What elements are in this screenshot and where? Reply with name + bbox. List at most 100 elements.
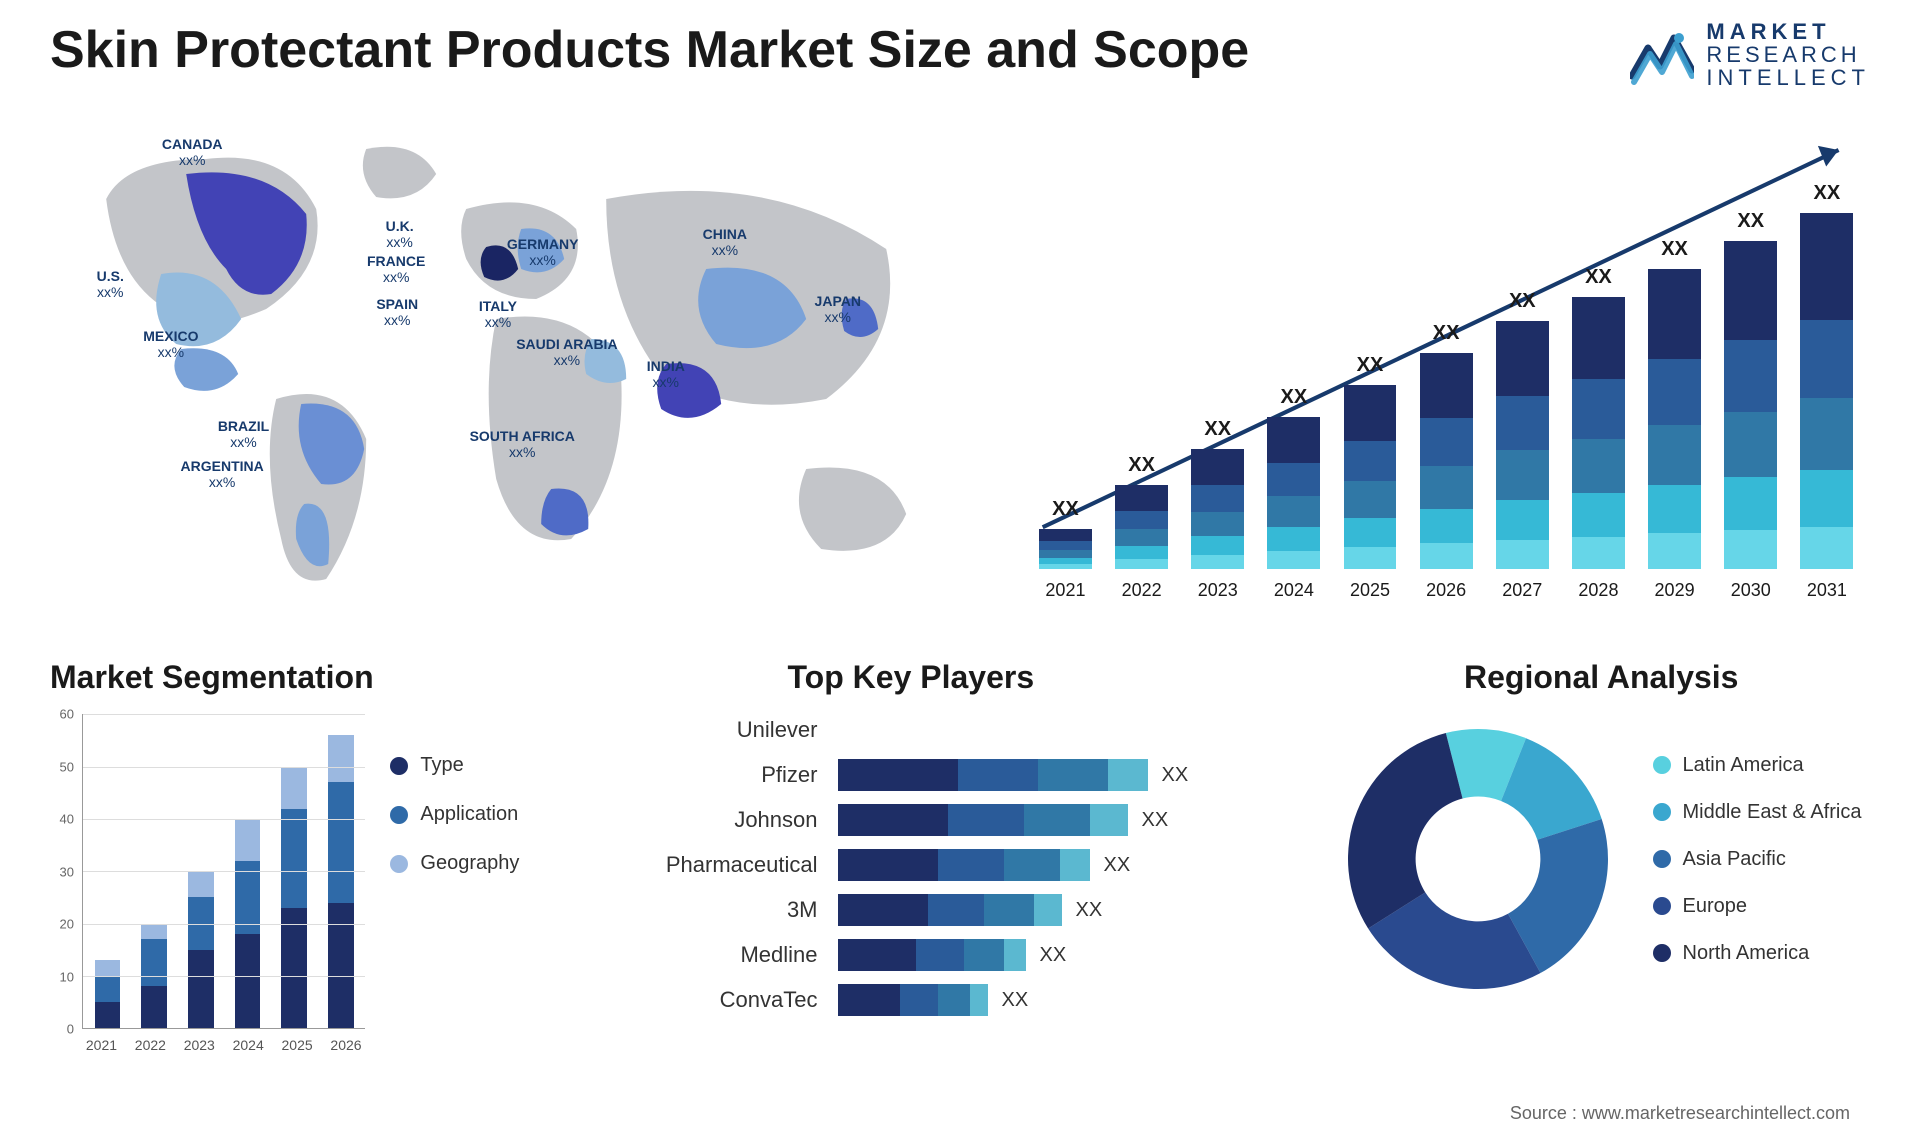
player-value-label: XX bbox=[1040, 944, 1067, 967]
country-label: GERMANYxx% bbox=[507, 237, 579, 268]
legend-item: Europe bbox=[1653, 895, 1862, 918]
legend-label: North America bbox=[1683, 942, 1810, 965]
legend-item: Type bbox=[390, 754, 587, 777]
seg-year-label: 2026 bbox=[327, 1037, 366, 1053]
seg-y-tick: 20 bbox=[60, 917, 74, 932]
country-label: U.K.xx% bbox=[386, 219, 414, 250]
player-value-label: XX bbox=[1104, 854, 1131, 877]
growth-bar: XX bbox=[1489, 290, 1555, 569]
player-label: ConvaTec bbox=[720, 984, 818, 1016]
country-label: ITALYxx% bbox=[479, 299, 517, 330]
growth-bar: XX bbox=[1642, 238, 1708, 569]
legend-dot-icon bbox=[1653, 756, 1671, 774]
regional-title: Regional Analysis bbox=[1333, 659, 1871, 696]
player-label: 3M bbox=[787, 894, 818, 926]
growth-bar-label: XX bbox=[1585, 266, 1612, 289]
growth-bar: XX bbox=[1032, 498, 1098, 569]
legend-label: Application bbox=[420, 803, 518, 826]
growth-chart-panel: XXXXXXXXXXXXXXXXXXXXXX 20212022202320242… bbox=[1022, 119, 1870, 619]
growth-bar-label: XX bbox=[1661, 238, 1688, 261]
legend-label: Middle East & Africa bbox=[1683, 801, 1862, 824]
player-label: Pfizer bbox=[761, 759, 817, 791]
regional-donut-chart bbox=[1333, 714, 1623, 1004]
key-players-panel: Top Key Players UnileverPfizerJohnsonPha… bbox=[638, 659, 1283, 1059]
seg-year-label: 2021 bbox=[82, 1037, 121, 1053]
segmentation-legend: Type Application Geography bbox=[390, 714, 587, 1059]
growth-bar-label: XX bbox=[1281, 386, 1308, 409]
legend-dot-icon bbox=[1653, 803, 1671, 821]
growth-year-label: 2025 bbox=[1337, 580, 1403, 601]
country-label: BRAZILxx% bbox=[218, 419, 269, 450]
segmentation-chart: 0102030405060 202120222023202420252026 bbox=[50, 714, 365, 1059]
country-label: CHINAxx% bbox=[703, 227, 747, 258]
country-label: INDIAxx% bbox=[647, 359, 685, 390]
growth-bar-label: XX bbox=[1128, 454, 1155, 477]
country-label: SPAINxx% bbox=[376, 297, 418, 328]
seg-year-label: 2022 bbox=[131, 1037, 170, 1053]
seg-year-label: 2025 bbox=[278, 1037, 317, 1053]
growth-bar: XX bbox=[1261, 386, 1327, 569]
legend-label: Type bbox=[420, 754, 463, 777]
growth-bar-label: XX bbox=[1509, 290, 1536, 313]
growth-bar: XX bbox=[1337, 354, 1403, 569]
country-label: SOUTH AFRICAxx% bbox=[470, 429, 575, 460]
seg-year-label: 2023 bbox=[180, 1037, 219, 1053]
growth-year-label: 2021 bbox=[1032, 580, 1098, 601]
seg-y-tick: 30 bbox=[60, 864, 74, 879]
country-label: CANADAxx% bbox=[162, 137, 223, 168]
segmentation-title: Market Segmentation bbox=[50, 659, 588, 696]
logo-mark-icon bbox=[1630, 24, 1694, 86]
growth-bar: XX bbox=[1109, 454, 1175, 569]
legend-item: Asia Pacific bbox=[1653, 848, 1862, 871]
source-line: Source : www.marketresearchintellect.com bbox=[1510, 1103, 1850, 1124]
header: Skin Protectant Products Market Size and… bbox=[50, 20, 1870, 89]
growth-year-label: 2030 bbox=[1718, 580, 1784, 601]
legend-item: North America bbox=[1653, 942, 1862, 965]
growth-year-label: 2029 bbox=[1642, 580, 1708, 601]
legend-label: Europe bbox=[1683, 895, 1748, 918]
player-value-label: XX bbox=[1142, 809, 1169, 832]
regional-legend: Latin America Middle East & Africa Asia Pa… bbox=[1653, 754, 1862, 965]
legend-dot-icon bbox=[1653, 850, 1671, 868]
growth-year-label: 2031 bbox=[1794, 580, 1860, 601]
logo-text-1: MARKET bbox=[1706, 20, 1870, 43]
growth-year-label: 2023 bbox=[1185, 580, 1251, 601]
legend-dot-icon bbox=[390, 806, 408, 824]
legend-item: Latin America bbox=[1653, 754, 1862, 777]
legend-label: Geography bbox=[420, 852, 519, 875]
seg-y-tick: 40 bbox=[60, 812, 74, 827]
legend-item: Application bbox=[390, 803, 587, 826]
growth-bar-label: XX bbox=[1814, 182, 1841, 205]
seg-y-tick: 60 bbox=[60, 707, 74, 722]
growth-bar-label: XX bbox=[1204, 418, 1231, 441]
regional-panel: Regional Analysis Latin America Middle Ea… bbox=[1333, 659, 1871, 1059]
country-label: FRANCExx% bbox=[367, 254, 425, 285]
bottom-row: Market Segmentation 0102030405060 202120… bbox=[50, 659, 1870, 1059]
player-label: Johnson bbox=[734, 804, 817, 836]
growth-bar-label: XX bbox=[1052, 498, 1079, 521]
legend-item: Middle East & Africa bbox=[1653, 801, 1862, 824]
player-bars-chart: XXXXXXXXXXXXXX bbox=[838, 714, 1283, 1059]
growth-bar: XX bbox=[1413, 322, 1479, 569]
growth-bar-label: XX bbox=[1357, 354, 1384, 377]
country-label: JAPANxx% bbox=[815, 294, 861, 325]
player-bar-row: XX bbox=[838, 804, 1283, 836]
logo-text-3: INTELLECT bbox=[1706, 66, 1870, 89]
country-label: SAUDI ARABIAxx% bbox=[516, 337, 617, 368]
brand-logo: MARKET RESEARCH INTELLECT bbox=[1630, 20, 1870, 89]
growth-year-label: 2027 bbox=[1489, 580, 1555, 601]
player-bar-row: XX bbox=[838, 894, 1283, 926]
logo-text-2: RESEARCH bbox=[1706, 43, 1870, 66]
player-value-label: XX bbox=[1076, 899, 1103, 922]
seg-y-tick: 10 bbox=[60, 969, 74, 984]
player-labels: UnileverPfizerJohnsonPharmaceutical3MMed… bbox=[638, 714, 818, 1059]
legend-dot-icon bbox=[1653, 897, 1671, 915]
country-label: ARGENTINAxx% bbox=[181, 459, 264, 490]
country-label: MEXICOxx% bbox=[143, 329, 198, 360]
seg-year-label: 2024 bbox=[229, 1037, 268, 1053]
player-value-label: XX bbox=[1002, 989, 1029, 1012]
player-bar-row: XX bbox=[838, 759, 1283, 791]
segmentation-panel: Market Segmentation 0102030405060 202120… bbox=[50, 659, 588, 1059]
country-label: U.S.xx% bbox=[97, 269, 124, 300]
page-title: Skin Protectant Products Market Size and… bbox=[50, 20, 1249, 80]
